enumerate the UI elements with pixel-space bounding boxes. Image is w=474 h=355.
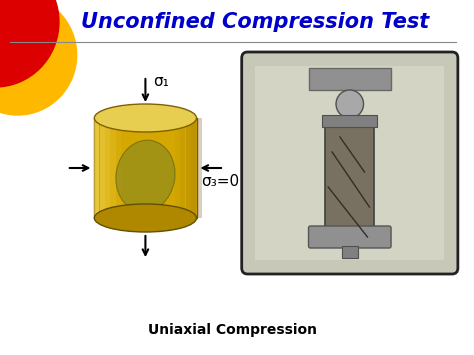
- Bar: [94, 118, 100, 218]
- Circle shape: [336, 90, 364, 118]
- Ellipse shape: [116, 140, 175, 212]
- Circle shape: [0, 0, 59, 87]
- Bar: [181, 118, 185, 218]
- Text: Uniaxial Compression: Uniaxial Compression: [148, 323, 318, 337]
- Bar: [191, 118, 196, 218]
- Text: Unconfined Compression Test: Unconfined Compression Test: [82, 12, 429, 32]
- Bar: [121, 118, 127, 218]
- Bar: [322, 115, 377, 127]
- Bar: [94, 118, 197, 218]
- Bar: [197, 118, 201, 218]
- Bar: [137, 118, 143, 218]
- Bar: [175, 118, 180, 218]
- Text: σ₁: σ₁: [153, 75, 169, 89]
- Bar: [127, 118, 132, 218]
- Bar: [342, 246, 358, 258]
- Bar: [170, 118, 175, 218]
- Bar: [116, 118, 121, 218]
- Bar: [154, 118, 159, 218]
- Bar: [309, 68, 391, 90]
- Bar: [110, 118, 116, 218]
- Bar: [132, 118, 137, 218]
- Bar: [159, 118, 164, 218]
- FancyBboxPatch shape: [309, 226, 391, 248]
- Bar: [255, 66, 444, 260]
- Ellipse shape: [94, 104, 197, 132]
- Bar: [164, 118, 169, 218]
- Bar: [143, 118, 148, 218]
- Circle shape: [0, 0, 77, 115]
- Text: σ₃=0: σ₃=0: [201, 175, 239, 190]
- FancyBboxPatch shape: [242, 52, 458, 274]
- Bar: [148, 118, 153, 218]
- Bar: [325, 127, 374, 228]
- Ellipse shape: [94, 204, 197, 232]
- FancyBboxPatch shape: [250, 60, 450, 266]
- Bar: [105, 118, 110, 218]
- Bar: [186, 118, 191, 218]
- Bar: [100, 118, 105, 218]
